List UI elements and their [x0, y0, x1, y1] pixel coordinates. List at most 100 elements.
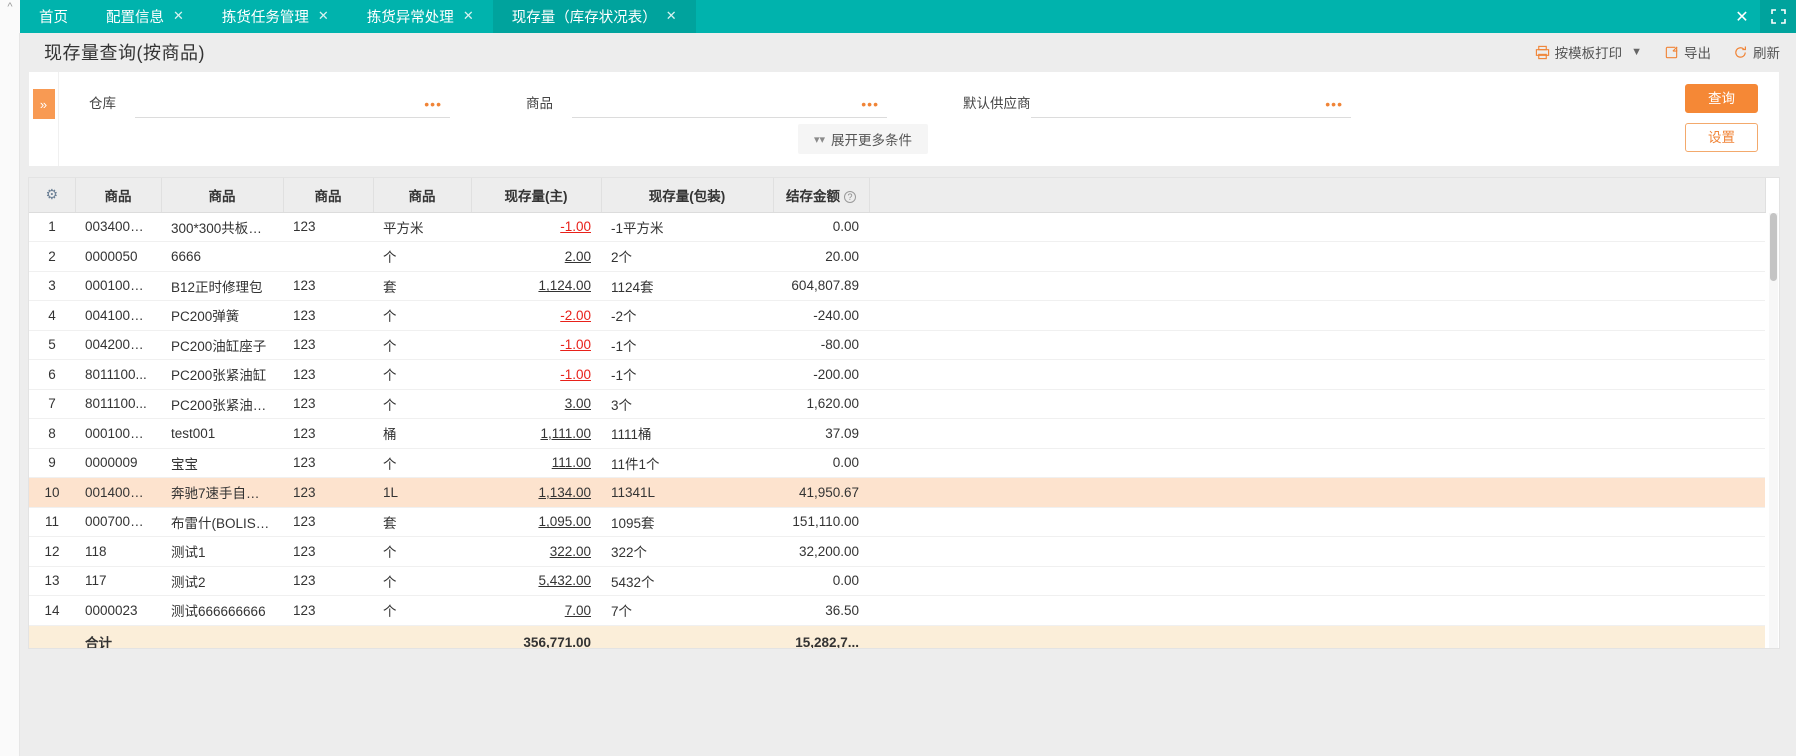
product-ellipsis-icon[interactable]: •••	[861, 95, 879, 112]
qty-main-link[interactable]: 2.00	[564, 248, 591, 264]
table-row[interactable]: 3 000100002 B12正时修理包 123 套 1,124.00 1124套 604,8…	[29, 271, 1765, 301]
maximize-icon[interactable]	[1760, 0, 1796, 33]
column-header-unit[interactable]: 商品	[373, 178, 472, 213]
table-row[interactable]: 7 8011100... PC200张紧油缸总成 123 个 3.00 3个 1,620.00	[29, 389, 1765, 419]
qty-main-link[interactable]: 1,095.00	[538, 514, 591, 530]
cell-filler	[869, 212, 1765, 242]
export-button[interactable]: 导出	[1664, 42, 1711, 62]
table-row[interactable]: 13 117 测试2 123 个 5,432.00 5432个 0.00	[29, 566, 1765, 596]
filter-row: 仓库 ••• 商品 ••• 默认供应商	[59, 82, 1667, 118]
cell-spec: 123	[283, 448, 373, 478]
cell-code: 8011100...	[75, 359, 161, 390]
qty-main-link[interactable]: -1.00	[560, 366, 591, 382]
table-row[interactable]: 12 118 测试1 123 个 322.00 322个 32,200.00	[29, 536, 1765, 567]
table-settings-header[interactable]: ⚙	[29, 178, 76, 213]
table-row[interactable]: 8 000100001 test001 123 桶 1,111.00 1111桶 37.09	[29, 418, 1765, 449]
cell-code: 0000009	[75, 448, 161, 478]
scrollbar-thumb[interactable]	[1770, 213, 1777, 281]
column-header-amount[interactable]: 结存金额?	[773, 178, 870, 213]
column-header-name[interactable]: 商品	[161, 178, 284, 213]
tab-close-icon[interactable]: ✕	[317, 9, 329, 24]
warehouse-ellipsis-icon[interactable]: •••	[424, 95, 442, 112]
cell-qty-pack: 5432个	[601, 566, 773, 596]
refresh-icon	[1733, 45, 1748, 60]
table-row[interactable]: 14 0000023 测试666666666 123 个 7.00 7个 36.50	[29, 595, 1765, 626]
gear-icon[interactable]: ⚙	[45, 186, 59, 203]
print-template-button[interactable]: 按模板打印 ▼	[1535, 42, 1642, 62]
table-row[interactable]: 1 003400002 300*300共板风管 123 平方米 -1.00 -1平方米 0.0…	[29, 212, 1765, 242]
cell-amount: 604,807.89	[773, 271, 869, 301]
product-input-wrap[interactable]: •••	[572, 90, 887, 118]
qty-main-link[interactable]: 1,111.00	[540, 425, 591, 441]
tab-item[interactable]: 拣货任务管理 ✕	[203, 0, 348, 33]
expand-conditions-button[interactable]: ▾▾ 展开更多条件	[797, 124, 929, 154]
tab-item[interactable]: 现存量（库存状况表） ✕	[492, 0, 696, 33]
cell-filler	[869, 241, 1765, 272]
qty-main-link[interactable]: -2.00	[560, 307, 591, 323]
close-icon[interactable]: ✕	[1724, 0, 1760, 33]
cell-amount: 37.09	[773, 418, 869, 449]
tab-item[interactable]: 首页	[20, 0, 87, 33]
total-qty-pack	[601, 624, 773, 648]
chevron-double-down-icon: ▾▾	[813, 133, 826, 146]
table-row[interactable]: 9 0000009 宝宝 123 个 111.00 11件1个 0.00	[29, 448, 1765, 478]
cell-filler	[869, 507, 1765, 537]
double-chevron-right-icon[interactable]: »	[32, 89, 55, 119]
cell-code: 000700003	[75, 507, 161, 537]
cell-amount: 41,950.67	[773, 477, 869, 508]
cell-qty-pack: 3个	[601, 389, 773, 419]
cell-filler	[869, 389, 1765, 419]
chevron-down-icon[interactable]: ▼	[1631, 46, 1642, 58]
cell-amount: 1,620.00	[773, 389, 869, 419]
qty-main-link[interactable]: 7.00	[564, 602, 591, 618]
cell-spec: 123	[283, 477, 373, 508]
table-row[interactable]: 5 004200001 PC200油缸座子 123 个 -1.00 -1个 -80.00	[29, 330, 1765, 360]
cell-qty-pack: -2个	[601, 300, 773, 331]
qty-main-link[interactable]: 5,432.00	[538, 573, 591, 589]
tab-close-icon[interactable]: ✕	[173, 9, 184, 24]
supplier-ellipsis-icon[interactable]: •••	[1325, 95, 1343, 112]
table-row[interactable]: 2 0000050 6666 个 2.00 2个 20.00	[29, 241, 1765, 272]
page-header: 现存量查询(按商品) 按模板打印 ▼	[20, 33, 1796, 71]
info-icon[interactable]: ?	[844, 190, 856, 203]
tabbar-collapse-icon[interactable]: ^	[0, 0, 20, 33]
qty-main-link[interactable]: 1,124.00	[538, 278, 591, 294]
column-header-qty-pack[interactable]: 现存量(包装)	[601, 178, 774, 213]
qty-main-link[interactable]: 322.00	[549, 543, 591, 559]
warehouse-input-wrap[interactable]: •••	[135, 90, 450, 118]
cell-qty-pack: -1个	[601, 330, 773, 360]
qty-main-link[interactable]: 3.00	[564, 396, 591, 412]
query-button[interactable]: 查询	[1685, 84, 1758, 113]
tab-item[interactable]: 拣货异常处理 ✕	[348, 0, 493, 33]
supplier-input-wrap[interactable]: •••	[1031, 90, 1351, 118]
cell-filler	[869, 448, 1765, 478]
supplier-input[interactable]	[1031, 90, 1326, 117]
tabbar-spacer	[696, 0, 1724, 33]
refresh-button[interactable]: 刷新	[1733, 42, 1780, 62]
table-row[interactable]: 6 8011100... PC200张紧油缸 123 个 -1.00 -1个 -200.00	[29, 359, 1765, 390]
vertical-scrollbar[interactable]	[1769, 213, 1778, 648]
column-header-spec[interactable]: 商品	[283, 178, 374, 213]
tab-close-icon[interactable]: ✕	[462, 9, 474, 24]
qty-main-link[interactable]: -1.00	[560, 219, 591, 235]
tab-label: 拣货异常处理	[366, 10, 454, 26]
cell-name: B12正时修理包	[161, 271, 283, 301]
tab-item[interactable]: 配置信息 ✕	[87, 0, 203, 33]
qty-main-link[interactable]: -1.00	[560, 337, 591, 353]
total-unit	[373, 624, 471, 648]
column-header-code[interactable]: 商品	[75, 178, 162, 213]
settings-button[interactable]: 设置	[1685, 123, 1758, 152]
tab-close-icon[interactable]: ✕	[665, 9, 677, 24]
product-input[interactable]	[572, 90, 862, 117]
table-body: 1 003400002 300*300共板风管 123 平方米 -1.00 -1平方米 0.0…	[29, 212, 1765, 626]
qty-main-link[interactable]: 1,134.00	[538, 484, 591, 500]
table-row[interactable]: 4 004100001 PC200弹簧 123 个 -2.00 -2个 -240.00	[29, 300, 1765, 331]
cell-qty-pack: 11341L	[601, 477, 773, 508]
cell-unit: 桶	[373, 418, 471, 449]
table-row[interactable]: 11 000700003 布雷什(BOLISH)五... 123 套 1,095.00 10…	[29, 507, 1765, 537]
qty-main-link[interactable]: 111.00	[551, 455, 591, 471]
column-header-qty-main[interactable]: 现存量(主)	[471, 178, 602, 213]
cell-amount: 151,110.00	[773, 507, 869, 537]
warehouse-input[interactable]	[135, 90, 425, 117]
